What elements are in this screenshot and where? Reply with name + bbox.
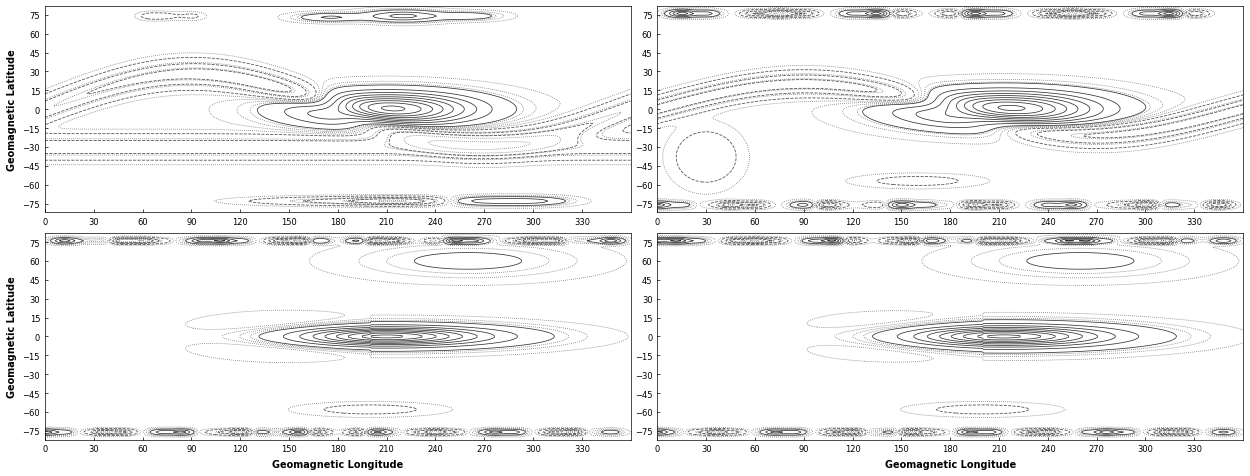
Y-axis label: Geomagnetic Latitude: Geomagnetic Latitude	[8, 276, 18, 397]
X-axis label: Geomagnetic Longitude: Geomagnetic Longitude	[272, 459, 404, 469]
X-axis label: Geomagnetic Longitude: Geomagnetic Longitude	[885, 459, 1016, 469]
Y-axis label: Geomagnetic Latitude: Geomagnetic Latitude	[8, 49, 18, 171]
